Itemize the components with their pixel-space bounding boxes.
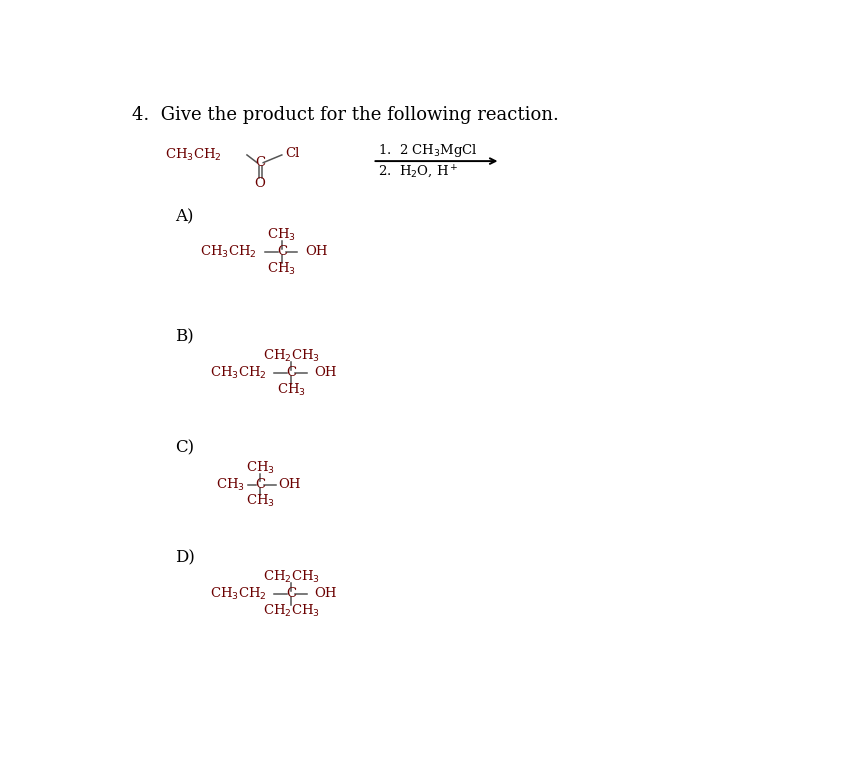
Text: CH$_3$: CH$_3$ bbox=[277, 382, 305, 398]
Text: CH$_3$: CH$_3$ bbox=[267, 227, 296, 243]
Text: CH$_2$CH$_3$: CH$_2$CH$_3$ bbox=[262, 569, 320, 585]
Text: CH$_2$CH$_3$: CH$_2$CH$_3$ bbox=[262, 603, 320, 619]
Text: 4.  Give the product for the following reaction.: 4. Give the product for the following re… bbox=[132, 106, 559, 124]
Text: CH$_3$: CH$_3$ bbox=[215, 477, 245, 493]
Text: CH$_3$CH$_2$: CH$_3$CH$_2$ bbox=[200, 244, 257, 260]
Text: CH$_3$CH$_2$: CH$_3$CH$_2$ bbox=[165, 147, 221, 163]
Text: CH$_3$: CH$_3$ bbox=[246, 460, 275, 476]
Text: C: C bbox=[255, 156, 265, 169]
Text: A): A) bbox=[175, 209, 193, 226]
Text: CH$_2$CH$_3$: CH$_2$CH$_3$ bbox=[262, 348, 320, 364]
Text: CH$_3$: CH$_3$ bbox=[267, 261, 296, 277]
Text: C: C bbox=[286, 366, 296, 379]
Text: CH$_3$CH$_2$: CH$_3$CH$_2$ bbox=[209, 586, 267, 602]
Text: C): C) bbox=[175, 439, 194, 456]
Text: C: C bbox=[286, 588, 296, 601]
Text: CH$_3$: CH$_3$ bbox=[246, 493, 275, 509]
Text: C: C bbox=[277, 246, 287, 259]
Text: 2.  H$_2$O, H$^+$: 2. H$_2$O, H$^+$ bbox=[378, 164, 458, 181]
Text: 1.  2 CH$_3$MgCl: 1. 2 CH$_3$MgCl bbox=[378, 142, 478, 159]
Text: CH$_3$CH$_2$: CH$_3$CH$_2$ bbox=[209, 365, 267, 381]
Text: OH: OH bbox=[305, 246, 328, 259]
Text: B): B) bbox=[175, 328, 193, 345]
Text: OH: OH bbox=[315, 366, 337, 379]
Text: OH: OH bbox=[278, 478, 301, 491]
Text: OH: OH bbox=[315, 588, 337, 601]
Text: Cl: Cl bbox=[285, 147, 299, 160]
Text: O: O bbox=[255, 177, 266, 190]
Text: C: C bbox=[255, 478, 265, 491]
Text: D): D) bbox=[175, 549, 195, 566]
